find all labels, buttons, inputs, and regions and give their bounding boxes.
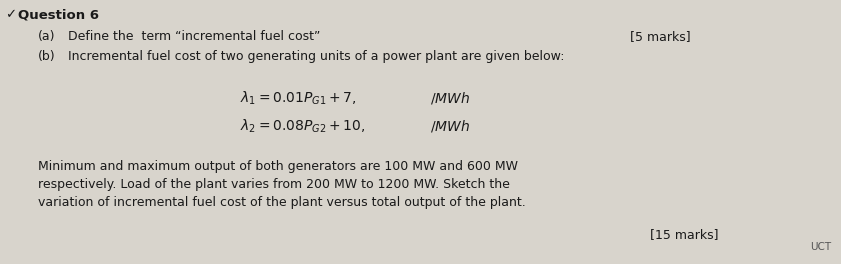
Text: variation of incremental fuel cost of the plant versus total output of the plant: variation of incremental fuel cost of th… bbox=[38, 196, 526, 209]
Text: [5 marks]: [5 marks] bbox=[630, 30, 690, 43]
Text: Incremental fuel cost of two generating units of a power plant are given below:: Incremental fuel cost of two generating … bbox=[68, 50, 564, 63]
Text: Minimum and maximum output of both generators are 100 MW and 600 MW: Minimum and maximum output of both gener… bbox=[38, 160, 518, 173]
Text: $/MWh$: $/MWh$ bbox=[430, 118, 470, 134]
Text: Question 6: Question 6 bbox=[18, 8, 99, 21]
Text: respectively. Load of the plant varies from 200 MW to 1200 MW. Sketch the: respectively. Load of the plant varies f… bbox=[38, 178, 510, 191]
Text: $/MWh$: $/MWh$ bbox=[430, 90, 470, 106]
Text: ✓: ✓ bbox=[5, 8, 16, 21]
Text: (b): (b) bbox=[38, 50, 56, 63]
Text: $\lambda_1 = 0.01P_{G1} + 7,$: $\lambda_1 = 0.01P_{G1} + 7,$ bbox=[240, 90, 357, 107]
Text: Define the  term “incremental fuel cost”: Define the term “incremental fuel cost” bbox=[68, 30, 320, 43]
Text: UCT: UCT bbox=[810, 242, 831, 252]
Text: [15 marks]: [15 marks] bbox=[650, 228, 718, 241]
Text: $\lambda_2 = 0.08P_{G2} + 10,$: $\lambda_2 = 0.08P_{G2} + 10,$ bbox=[240, 118, 366, 135]
Text: (a): (a) bbox=[38, 30, 56, 43]
